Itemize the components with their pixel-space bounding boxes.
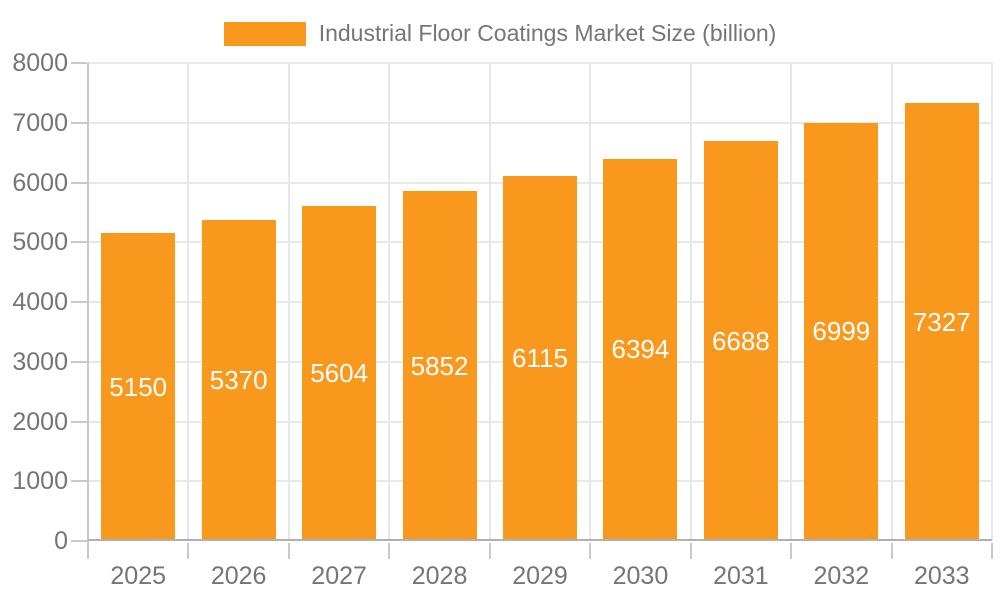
x-axis-tick-label: 2026 xyxy=(210,562,267,590)
v-gridline xyxy=(790,63,793,541)
y-axis-tick xyxy=(71,360,87,363)
legend: Industrial Floor Coatings Market Size (b… xyxy=(0,20,1000,47)
y-axis-tick-label: 0 xyxy=(54,527,68,555)
v-gridline xyxy=(287,63,290,541)
x-axis-tick xyxy=(287,543,290,559)
bar-value-label: 6394 xyxy=(611,334,670,365)
bar-value-label: 7327 xyxy=(912,306,971,337)
y-axis-tick xyxy=(71,241,87,244)
x-axis-tick xyxy=(689,543,692,559)
y-axis-tick xyxy=(71,62,87,64)
y-axis-line xyxy=(87,63,89,559)
bar-value-label: 5852 xyxy=(410,350,469,381)
y-axis-tick-label: 5000 xyxy=(12,228,68,257)
x-axis-tick-label: 2025 xyxy=(110,562,167,590)
v-gridline xyxy=(689,63,692,541)
bar-2030[interactable]: 6394 xyxy=(603,158,678,541)
v-gridline xyxy=(890,63,893,541)
x-axis-tick xyxy=(388,543,391,559)
y-axis-tick xyxy=(71,480,87,483)
y-axis-tick-label: 2000 xyxy=(12,407,68,436)
y-axis-tick-label: 8000 xyxy=(12,49,68,77)
v-gridline xyxy=(187,63,190,541)
x-axis-tick xyxy=(991,543,993,559)
v-gridline xyxy=(388,63,391,541)
bar-value-label: 5604 xyxy=(310,358,369,389)
bar-value-label: 6115 xyxy=(512,342,568,373)
bar-2029[interactable]: 6115 xyxy=(503,175,577,541)
x-axis-tick xyxy=(790,543,793,559)
y-axis-tick xyxy=(71,181,87,184)
bar-value-label: 6688 xyxy=(711,325,770,356)
y-axis-tick-label: 4000 xyxy=(12,288,68,316)
x-axis-tick xyxy=(890,543,893,559)
bar-2032[interactable]: 6999 xyxy=(804,122,879,541)
y-axis-tick xyxy=(71,540,87,542)
x-axis-tick xyxy=(187,543,190,559)
x-axis-tick-label: 2027 xyxy=(311,562,367,590)
v-gridline xyxy=(991,63,993,541)
bar-value-label: 5370 xyxy=(209,365,268,396)
h-gridline xyxy=(88,62,992,64)
bar-2033[interactable]: 7327 xyxy=(904,103,979,541)
y-axis-tick-label: 7000 xyxy=(12,108,68,137)
bar-2025[interactable]: 5150 xyxy=(101,233,176,541)
legend-label: Industrial Floor Coatings Market Size (b… xyxy=(318,20,777,46)
y-axis-tick-label: 6000 xyxy=(12,168,68,197)
bar-value-label: 6999 xyxy=(812,316,871,347)
bar-2031[interactable]: 6688 xyxy=(703,141,778,541)
plot-area: 0 1000 2000 3000 4000 5000 6000 7000 8000 5150 202… xyxy=(12,50,993,590)
y-axis-tick xyxy=(71,121,87,124)
bar-value-label: 5150 xyxy=(109,371,168,402)
v-gridline xyxy=(488,63,491,541)
x-axis-tick xyxy=(589,543,592,559)
x-axis-tick xyxy=(488,543,491,559)
h-gridline xyxy=(88,121,992,124)
x-axis-line xyxy=(88,539,992,541)
v-gridline xyxy=(589,63,592,541)
y-axis-tick xyxy=(71,420,87,423)
x-axis-tick-label: 2028 xyxy=(411,562,468,590)
x-axis-tick-label: 2029 xyxy=(512,562,568,590)
bar-2028[interactable]: 5852 xyxy=(402,191,477,541)
y-axis-tick xyxy=(71,301,87,303)
bar-2027[interactable]: 5604 xyxy=(302,206,377,541)
x-axis-tick-label: 2032 xyxy=(813,562,870,590)
x-axis-tick-label: 2030 xyxy=(612,562,669,590)
legend-swatch xyxy=(223,21,306,46)
x-axis-tick-label: 2033 xyxy=(913,562,970,590)
y-axis-tick-label: 3000 xyxy=(12,347,68,376)
y-axis-tick-label: 1000 xyxy=(12,467,68,496)
x-axis-tick-label: 2031 xyxy=(713,562,769,590)
bar-2026[interactable]: 5370 xyxy=(201,220,276,541)
